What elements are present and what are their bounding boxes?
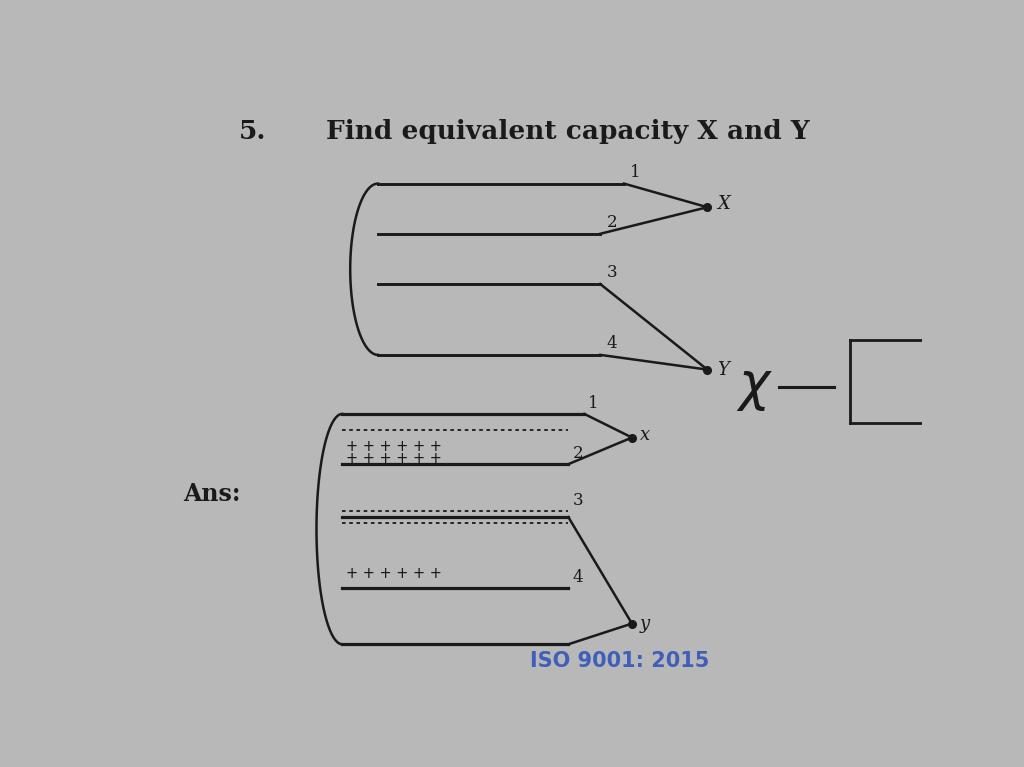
Text: $\mathit{\chi}$: $\mathit{\chi}$ — [736, 362, 773, 413]
Text: ISO 9001: 2015: ISO 9001: 2015 — [530, 651, 710, 671]
Text: Y: Y — [717, 360, 729, 379]
Text: y: y — [640, 614, 650, 633]
Text: 3: 3 — [572, 492, 583, 509]
Text: 5.: 5. — [240, 119, 266, 143]
Text: 2: 2 — [606, 214, 617, 231]
Text: + + + + + +: + + + + + + — [346, 451, 442, 466]
Text: 4: 4 — [606, 335, 617, 352]
Text: x: x — [640, 426, 650, 443]
Text: 3: 3 — [606, 264, 617, 281]
Text: 1: 1 — [588, 394, 599, 412]
Text: X: X — [717, 196, 730, 213]
Text: 1: 1 — [631, 163, 641, 181]
Text: 2: 2 — [572, 445, 583, 462]
Text: + + + + + +: + + + + + + — [346, 439, 442, 454]
Text: Find equivalent capacity X and Y: Find equivalent capacity X and Y — [327, 119, 810, 143]
Text: + + + + + +: + + + + + + — [346, 566, 442, 581]
Text: Ans:: Ans: — [183, 482, 241, 505]
Text: 4: 4 — [572, 569, 583, 586]
